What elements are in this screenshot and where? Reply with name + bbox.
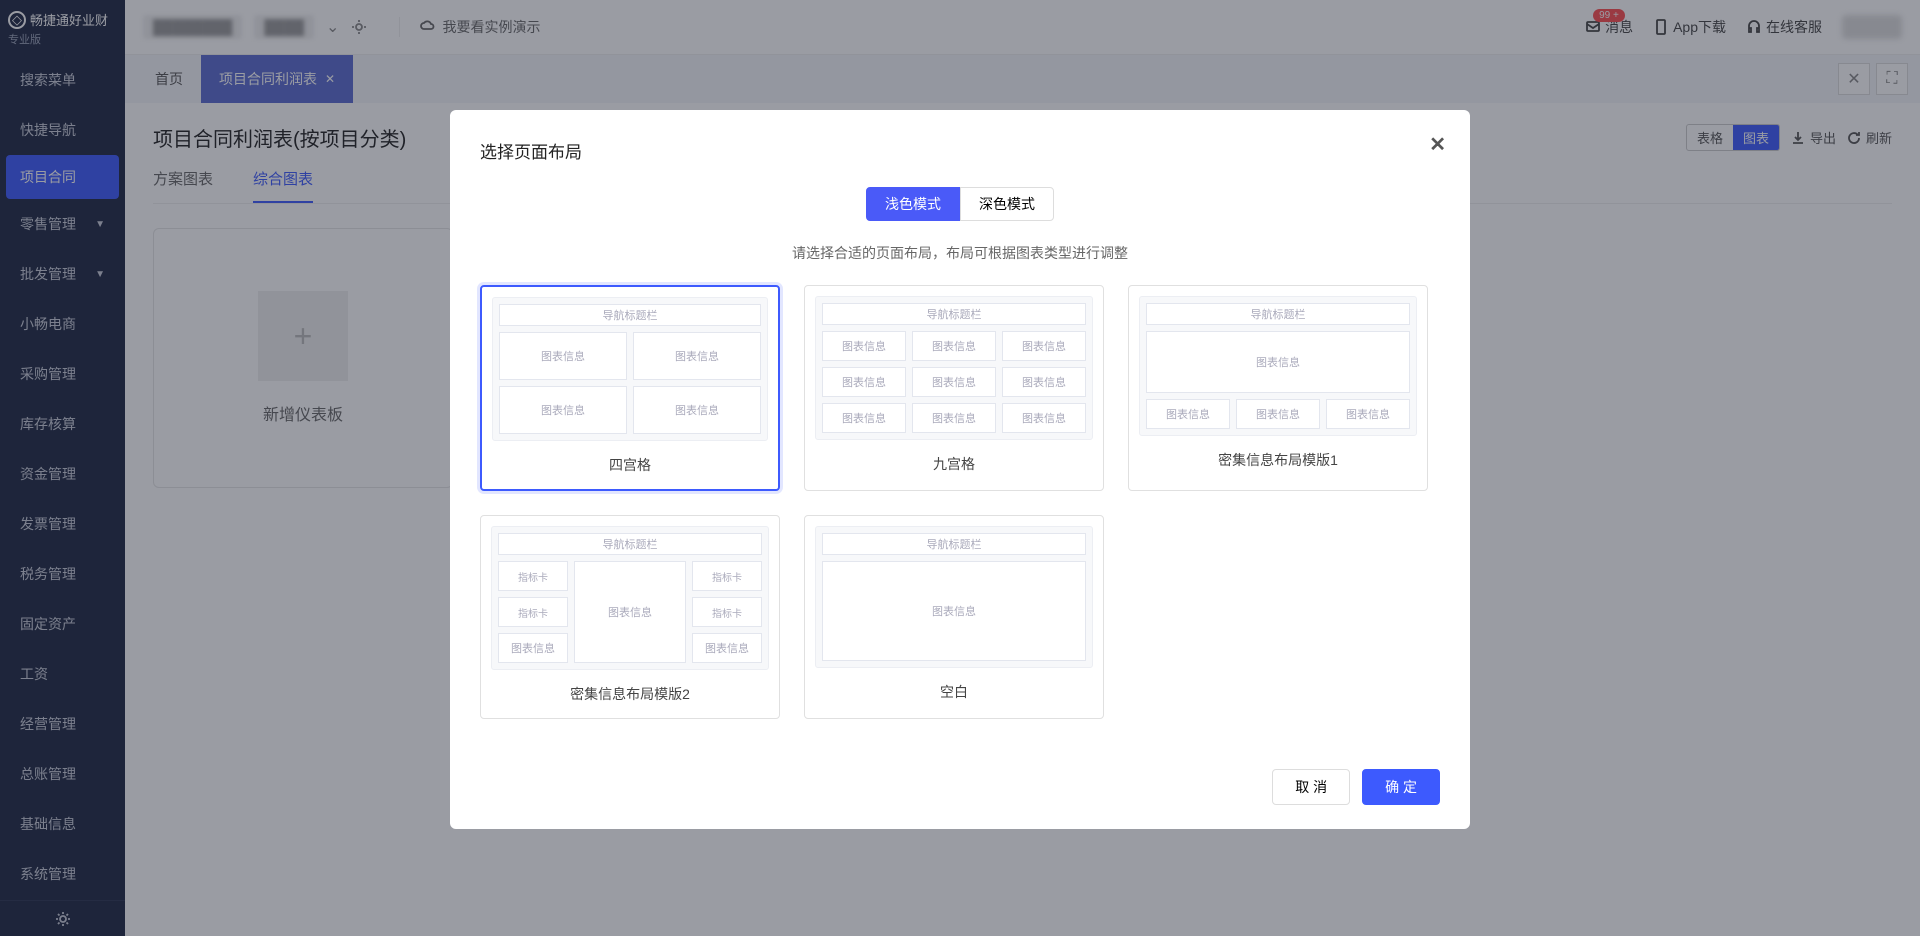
preview-cell: 指标卡 <box>692 597 762 627</box>
preview-cell: 图表信息 <box>1002 331 1086 361</box>
close-button[interactable]: ✕ <box>1429 132 1446 157</box>
preview-cell: 图表信息 <box>499 386 627 434</box>
layout-name: 密集信息布局模版1 <box>1139 450 1417 470</box>
preview-cell: 图表信息 <box>574 561 686 663</box>
layout-option[interactable]: 导航标题栏图表信息图表信息图表信息图表信息密集信息布局模版1 <box>1128 285 1428 491</box>
preview-cell: 图表信息 <box>1002 367 1086 397</box>
preview-cell: 图表信息 <box>692 633 762 663</box>
preview-cell: 图表信息 <box>822 403 906 433</box>
preview-nav: 导航标题栏 <box>822 303 1086 325</box>
preview-cell: 图表信息 <box>498 633 568 663</box>
preview-cell: 图表信息 <box>633 386 761 434</box>
preview-cell: 图表信息 <box>822 367 906 397</box>
preview-cell: 指标卡 <box>498 561 568 591</box>
layout-name: 密集信息布局模版2 <box>491 684 769 704</box>
layout-option[interactable]: 导航标题栏指标卡图表信息指标卡指标卡指标卡图表信息图表信息密集信息布局模版2 <box>480 515 780 719</box>
preview-nav: 导航标题栏 <box>498 533 762 555</box>
preview-cell: 图表信息 <box>912 403 996 433</box>
layout-option[interactable]: 导航标题栏图表信息图表信息图表信息图表信息四宫格 <box>480 285 780 491</box>
cancel-button[interactable]: 取 消 <box>1272 769 1350 805</box>
preview-cell: 图表信息 <box>1326 399 1410 429</box>
preview-cell: 指标卡 <box>692 561 762 591</box>
layout-name: 空白 <box>815 682 1093 702</box>
layout-name: 四宫格 <box>492 455 768 475</box>
layout-option[interactable]: 导航标题栏图表信息图表信息图表信息图表信息图表信息图表信息图表信息图表信息图表信… <box>804 285 1104 491</box>
preview-nav: 导航标题栏 <box>499 304 761 326</box>
modal-overlay: 选择页面布局 ✕ 浅色模式 深色模式 请选择合适的页面布局，布局可根据图表类型进… <box>0 0 1920 936</box>
preview-cell: 图表信息 <box>1236 399 1320 429</box>
preview-cell: 指标卡 <box>498 597 568 627</box>
modal-hint: 请选择合适的页面布局，布局可根据图表类型进行调整 <box>480 243 1440 263</box>
mode-light[interactable]: 浅色模式 <box>866 187 960 221</box>
preview-cell: 图表信息 <box>1146 399 1230 429</box>
layout-name: 九宫格 <box>815 454 1093 474</box>
mode-dark[interactable]: 深色模式 <box>960 187 1054 221</box>
modal-title: 选择页面布局 <box>480 138 1440 163</box>
preview-cell: 图表信息 <box>1002 403 1086 433</box>
preview-nav: 导航标题栏 <box>822 533 1086 555</box>
preview-cell: 图表信息 <box>912 331 996 361</box>
preview-cell: 图表信息 <box>499 332 627 380</box>
ok-button[interactable]: 确 定 <box>1362 769 1440 805</box>
preview-cell: 图表信息 <box>822 561 1086 661</box>
layout-option[interactable]: 导航标题栏图表信息空白 <box>804 515 1104 719</box>
preview-cell: 图表信息 <box>633 332 761 380</box>
preview-cell: 图表信息 <box>1146 331 1410 393</box>
layout-modal: 选择页面布局 ✕ 浅色模式 深色模式 请选择合适的页面布局，布局可根据图表类型进… <box>450 110 1470 829</box>
preview-nav: 导航标题栏 <box>1146 303 1410 325</box>
preview-cell: 图表信息 <box>822 331 906 361</box>
preview-cell: 图表信息 <box>912 367 996 397</box>
